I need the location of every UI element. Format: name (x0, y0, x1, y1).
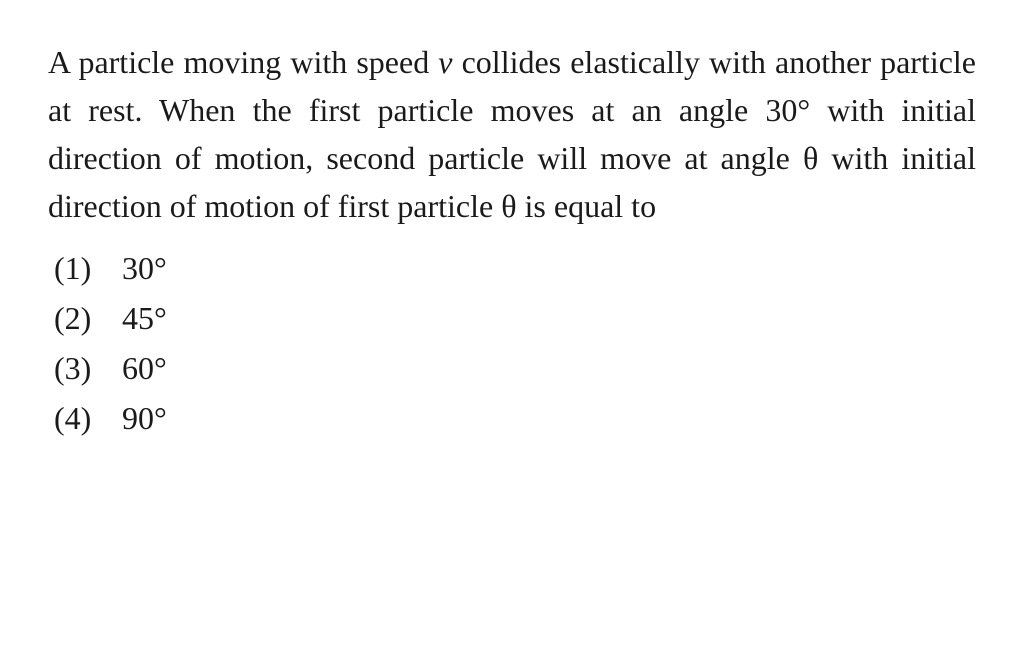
question-stem: A particle moving with speed v collides … (48, 38, 976, 230)
option-item: (2) 45° (54, 294, 976, 342)
option-value: 45° (122, 294, 167, 342)
options-list: (1) 30° (2) 45° (3) 60° (4) 90° (48, 244, 976, 442)
option-value: 60° (122, 344, 167, 392)
question-variable-v: v (438, 44, 452, 80)
option-item: (3) 60° (54, 344, 976, 392)
option-number: (2) (54, 294, 106, 342)
option-number: (4) (54, 394, 106, 442)
option-item: (1) 30° (54, 244, 976, 292)
option-number: (3) (54, 344, 106, 392)
option-value: 30° (122, 244, 167, 292)
option-value: 90° (122, 394, 167, 442)
option-number: (1) (54, 244, 106, 292)
option-item: (4) 90° (54, 394, 976, 442)
question-text-part1: A particle moving with speed (48, 44, 438, 80)
